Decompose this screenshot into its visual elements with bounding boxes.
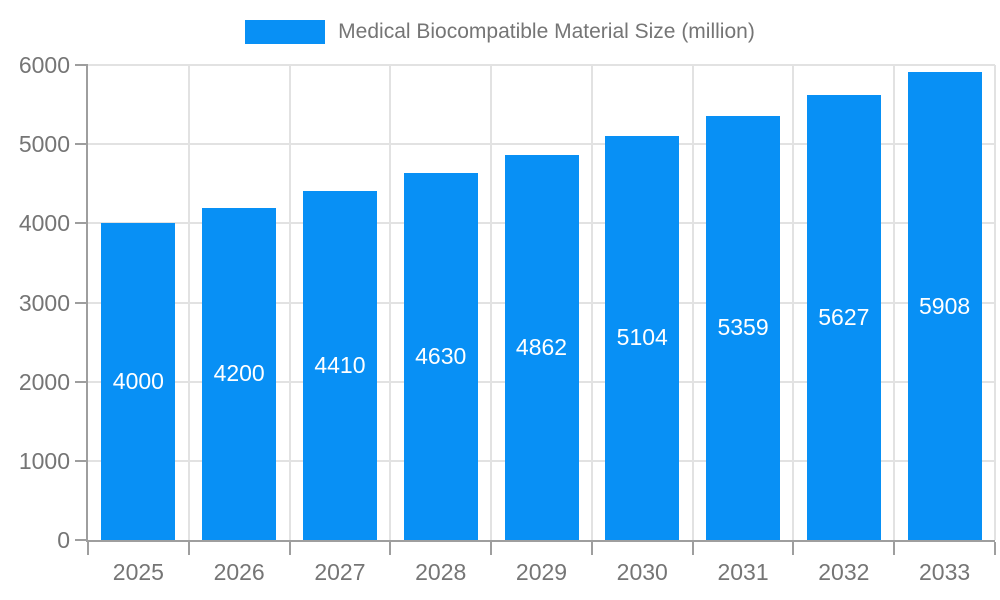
- x-axis-tick: [490, 542, 493, 555]
- gridline-vertical: [994, 65, 996, 540]
- y-axis-tick: [75, 301, 88, 304]
- x-axis-tick: [994, 542, 996, 555]
- y-axis-tick: [75, 380, 88, 383]
- y-axis-label: 3000: [18, 289, 70, 316]
- gridline-vertical: [490, 65, 493, 540]
- y-axis-tick: [75, 539, 88, 541]
- x-axis-label: 2031: [717, 559, 769, 585]
- x-axis-tick: [87, 542, 89, 555]
- x-axis-tick: [792, 542, 795, 555]
- legend[interactable]: Medical Biocompatible Material Size (mil…: [0, 18, 1000, 46]
- gridline-vertical: [288, 65, 291, 540]
- x-axis-tick: [288, 542, 291, 555]
- y-axis-label: 0: [57, 527, 70, 553]
- gridline-vertical: [590, 65, 593, 540]
- x-axis-tick: [590, 542, 593, 555]
- y-axis-label: 1000: [18, 447, 70, 474]
- bar-value-label: 5104: [616, 324, 668, 351]
- gridline-vertical: [389, 65, 392, 540]
- y-axis-tick: [75, 64, 88, 66]
- bar[interactable]: 5908: [907, 72, 982, 540]
- x-axis-label: 2030: [616, 559, 668, 585]
- bar-value-label: 4200: [213, 360, 265, 387]
- x-axis-label: 2025: [112, 559, 164, 585]
- bar-value-label: 5908: [919, 292, 971, 319]
- y-axis-label: 2000: [18, 368, 70, 395]
- y-axis-label: 5000: [18, 131, 70, 158]
- gridline-horizontal: [88, 143, 995, 146]
- gridline-vertical: [187, 65, 190, 540]
- bar-value-label: 4000: [112, 368, 164, 395]
- bar[interactable]: 4200: [202, 207, 277, 540]
- bar[interactable]: 4000: [101, 223, 176, 540]
- plot-area: 4000 4200 4410 4630 4862 5104 5359 5627 5908: [86, 64, 996, 542]
- bar[interactable]: 4862: [504, 155, 579, 540]
- x-axis-tick: [893, 542, 896, 555]
- gridline-vertical: [691, 65, 694, 540]
- x-axis-label: 2029: [515, 559, 568, 585]
- bar[interactable]: 5359: [706, 115, 781, 540]
- x-axis-label: 2028: [415, 559, 467, 585]
- y-axis-tick: [75, 459, 88, 462]
- legend-swatch: [245, 20, 326, 44]
- bar-value-label: 4410: [314, 351, 366, 378]
- y-axis-label: 6000: [18, 52, 70, 78]
- bar-value-label: 4862: [515, 334, 568, 361]
- bar[interactable]: 5627: [806, 94, 881, 540]
- bar-value-label: 5359: [717, 314, 769, 341]
- bar-value-label: 5627: [818, 303, 870, 330]
- gridline-vertical: [893, 65, 896, 540]
- x-axis-tick: [187, 542, 190, 555]
- bar[interactable]: 4410: [302, 190, 377, 540]
- x-axis-label: 2027: [314, 559, 366, 585]
- x-axis-label: 2032: [818, 559, 870, 585]
- x-axis-tick: [389, 542, 392, 555]
- gridline-vertical: [792, 65, 795, 540]
- y-axis-tick: [75, 222, 88, 225]
- bar-value-label: 4630: [415, 343, 467, 370]
- x-axis-tick: [691, 542, 694, 555]
- gridline-horizontal: [88, 64, 995, 66]
- bar[interactable]: 5104: [605, 135, 680, 540]
- x-axis-label: 2026: [213, 559, 265, 585]
- x-axis-label: 2033: [919, 559, 971, 585]
- bar[interactable]: 4630: [403, 173, 478, 540]
- legend-label: Medical Biocompatible Material Size (mil…: [338, 20, 755, 43]
- y-axis-tick: [75, 143, 88, 146]
- y-axis-label: 4000: [18, 210, 70, 237]
